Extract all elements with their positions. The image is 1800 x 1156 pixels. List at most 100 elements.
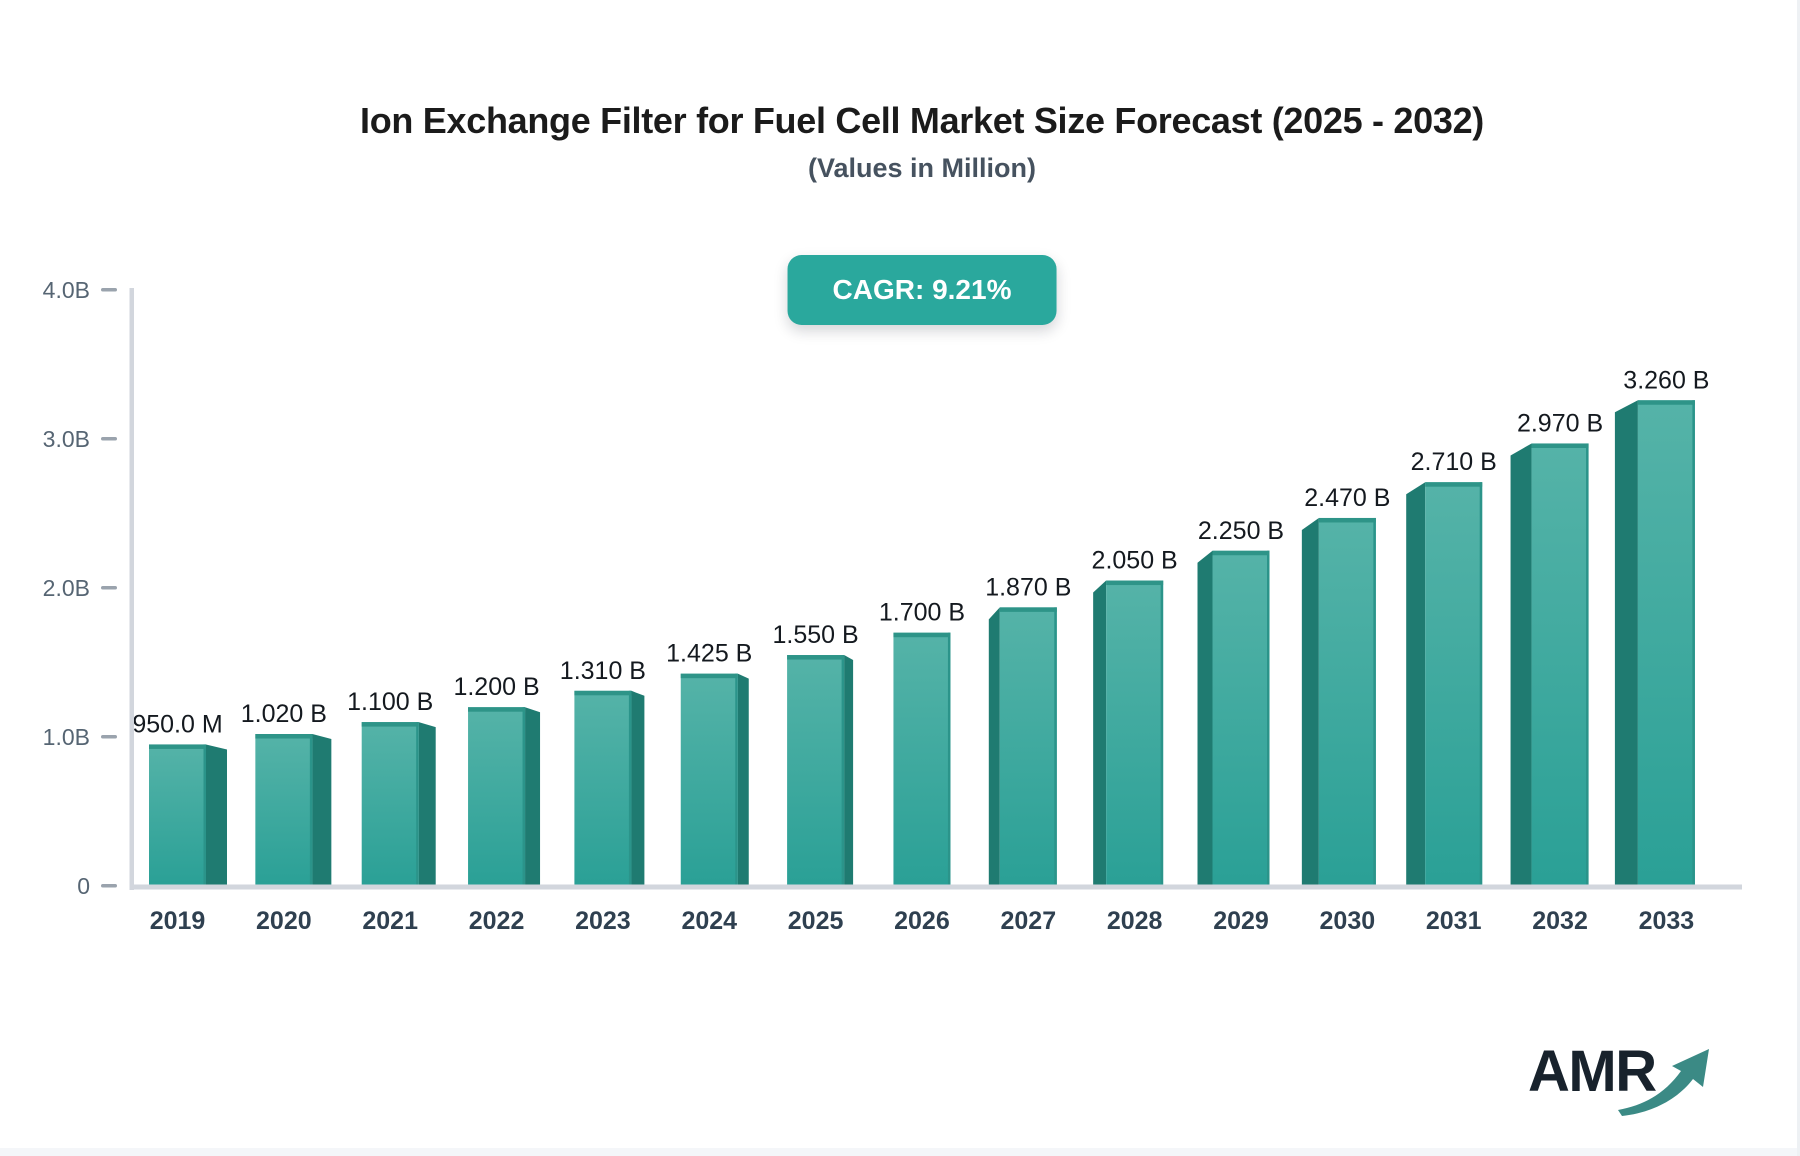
bar-top-cap: [1106, 580, 1164, 586]
x-tick-label: 2026: [894, 907, 950, 935]
chart-subtitle: (Values in Million): [807, 153, 1037, 183]
bar-front-edge: [1054, 607, 1057, 886]
x-tick-label: 2033: [1639, 907, 1695, 935]
y-tick-dash: [101, 586, 117, 590]
bar-value-label: 950.0 M: [132, 710, 222, 738]
bar-front-face: [999, 607, 1057, 886]
bar-front-edge: [1267, 550, 1270, 886]
bar-front-edge: [1160, 580, 1164, 886]
bar-top-cap: [1531, 443, 1589, 448]
bar-value-label: 1.700 B: [879, 599, 965, 627]
bar-top-cap: [1212, 550, 1270, 556]
bar-2026: 1.700 B 2026: [879, 599, 965, 935]
bar-front-face: [1318, 517, 1376, 886]
bar-side-face: [525, 707, 541, 886]
bar-side-face: [631, 690, 645, 886]
bar-side-face: [206, 744, 227, 886]
bar-top-cap: [1637, 400, 1695, 405]
bar-front-face: [1212, 550, 1270, 886]
bar-top-cap: [893, 632, 951, 638]
bar-value-label: 1.310 B: [560, 657, 646, 685]
x-tick-label: 2023: [575, 907, 631, 935]
bar-front-face: [787, 655, 845, 886]
bar-side-face: [1406, 482, 1426, 886]
bar-front-face: [574, 690, 632, 886]
bar-side-face: [844, 655, 854, 886]
y-tick-dash: [101, 288, 117, 292]
bar-front-edge: [947, 632, 951, 886]
bar-top-cap: [1425, 482, 1483, 487]
bar-side-face: [312, 734, 332, 886]
x-tick-label: 2022: [469, 907, 525, 935]
bar-front-face: [468, 707, 526, 886]
bar-front-edge: [416, 722, 419, 886]
bar-value-label: 2.470 B: [1304, 484, 1390, 512]
bar-front-face: [255, 734, 313, 886]
y-tick-dash: [101, 884, 117, 888]
bar-2020: 1.020 B 2020: [241, 700, 332, 935]
bar-value-label: 2.050 B: [1092, 547, 1178, 575]
bar-side-face: [1197, 550, 1213, 886]
y-tick-label: 2.0B: [43, 575, 90, 601]
bar-front-edge: [841, 655, 845, 886]
bar-front-face: [1425, 482, 1483, 886]
bar-side-face: [1510, 443, 1532, 886]
bar-2021: 1.100 B 2021: [347, 688, 436, 935]
bar-value-label: 2.710 B: [1411, 448, 1497, 476]
amr-logo: AMR: [1528, 1038, 1718, 1133]
x-tick-label: 2028: [1107, 907, 1163, 935]
bar-front-edge: [628, 690, 632, 886]
bar-2032: 2.970 B 2032: [1510, 409, 1603, 935]
bar-value-label: 1.550 B: [773, 621, 859, 649]
bar-value-label: 1.100 B: [347, 688, 433, 716]
bar-top-cap: [361, 722, 419, 727]
bar-top-cap: [1318, 517, 1376, 523]
bar-front-face: [361, 722, 419, 886]
x-tick-label: 2027: [1000, 907, 1056, 935]
bar-2030: 2.470 B 2030: [1301, 484, 1390, 935]
x-tick-label: 2024: [681, 907, 737, 935]
y-tick-dash: [101, 735, 117, 739]
chart-title: Ion Exchange Filter for Fuel Cell Market…: [360, 100, 1484, 141]
bar-front-face: [1531, 443, 1589, 886]
bar-front-edge: [309, 734, 313, 886]
bar-top-cap: [999, 607, 1057, 612]
bar-2028: 2.050 B 2028: [1092, 547, 1178, 935]
x-tick-label: 2029: [1213, 907, 1269, 935]
bar-side-face: [737, 673, 749, 886]
y-tick-label: 0: [77, 873, 90, 899]
bar-front-edge: [1586, 443, 1589, 886]
x-tick-label: 2021: [362, 907, 418, 935]
bar-2024: 1.425 B 2024: [666, 640, 752, 935]
bar-front-edge: [522, 707, 526, 886]
bar-2027: 1.870 B 2027: [985, 573, 1071, 935]
bar-2033: 3.260 B 2033: [1614, 366, 1709, 935]
x-axis-line: [129, 884, 1742, 890]
bar-2019: 950.0 M 2019: [132, 710, 227, 935]
cagr-badge: CAGR: 9.21%: [787, 255, 1057, 325]
bar-value-label: 3.260 B: [1623, 366, 1709, 394]
y-axis-line: [129, 288, 134, 890]
trend-up-arrow-icon: [1618, 1049, 1709, 1116]
bar-front-edge: [1692, 400, 1695, 886]
bar-top-cap: [255, 734, 313, 739]
bar-2031: 2.710 B 2031: [1406, 448, 1497, 935]
bar-front-edge: [203, 744, 206, 886]
bar-value-label: 2.970 B: [1517, 409, 1603, 437]
x-tick-label: 2031: [1426, 907, 1482, 935]
x-tick-label: 2025: [788, 907, 844, 935]
bar-2029: 2.250 B 2029: [1197, 517, 1284, 935]
bar-2022: 1.200 B 2022: [453, 673, 541, 935]
x-tick-label: 2020: [256, 907, 312, 935]
bar-top-cap: [574, 690, 632, 696]
x-tick-label: 2030: [1320, 907, 1376, 935]
x-tick-label: 2032: [1532, 907, 1588, 935]
bar-side-face: [1093, 580, 1107, 886]
bar-side-face: [418, 722, 436, 886]
bar-front-edge: [735, 673, 738, 886]
bar-top-cap: [787, 655, 845, 660]
amr-logo-text: AMR: [1528, 1039, 1657, 1104]
y-tick-label: 4.0B: [43, 277, 90, 303]
